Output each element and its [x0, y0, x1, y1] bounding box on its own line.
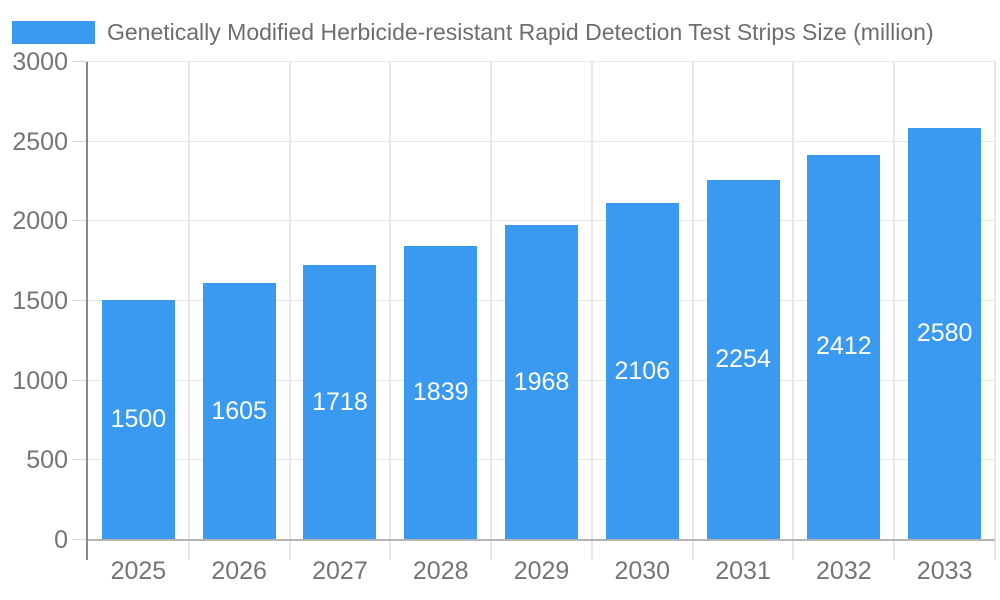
legend-label: Genetically Modified Herbicide-resistant… [107, 18, 934, 45]
y-tick-mark [72, 140, 88, 142]
y-tick-label: 0 [54, 526, 68, 554]
y-tick-mark [72, 220, 88, 222]
bar-value-label: 2580 [916, 318, 973, 347]
y-tick-label: 2000 [12, 207, 68, 236]
bar-value-label: 1605 [211, 396, 267, 425]
gridline-y [88, 140, 995, 142]
bar-value-label: 1718 [312, 387, 368, 416]
gridline-x [590, 62, 593, 560]
bar-2032[interactable]: 2412 [807, 154, 881, 539]
bar-value-label: 1839 [412, 378, 469, 406]
bar-2029[interactable]: 1968 [505, 225, 578, 539]
bar-value-label: 1500 [110, 405, 167, 433]
bar-value-label: 2412 [816, 332, 872, 361]
bar-2031[interactable]: 2254 [706, 179, 780, 539]
y-tick-label: 2500 [12, 127, 68, 156]
x-tick-label: 2032 [816, 557, 872, 585]
x-axis-labels: 2025 2026 2027 2028 2029 2030 2031 2032 2033 [88, 556, 995, 588]
bar-2028[interactable]: 1839 [404, 246, 478, 539]
x-axis-line [88, 539, 995, 541]
gridline-x [792, 62, 795, 560]
bar-2030[interactable]: 2106 [605, 203, 679, 539]
x-tick-label: 2027 [312, 557, 368, 585]
plot-area: 1500 1605 1718 1839 1968 2106 2254 2412 2580 [72, 61, 996, 560]
x-tick-label: 2029 [513, 557, 570, 585]
y-tick-mark [72, 300, 88, 301]
gridline-x [691, 62, 694, 560]
gridline-x [893, 62, 896, 560]
gridline-x [187, 62, 190, 560]
gridline-x [490, 62, 493, 560]
y-tick-label: 1000 [12, 366, 68, 395]
y-axis-labels: 0 500 1000 1500 2000 2500 3000 [0, 48, 68, 554]
x-tick-label: 2028 [412, 557, 469, 585]
y-tick-mark [72, 61, 88, 62]
bar-2026[interactable]: 1605 [202, 283, 276, 539]
bar-2025[interactable]: 1500 [101, 300, 175, 539]
bar-2027[interactable]: 1718 [303, 265, 377, 539]
y-tick-mark [72, 539, 88, 540]
x-tick-label: 2031 [715, 557, 771, 585]
bar-value-label: 1968 [513, 367, 570, 396]
legend-swatch [12, 20, 95, 44]
gridline-y [88, 220, 995, 222]
y-tick-label: 500 [26, 446, 68, 475]
y-tick-mark [72, 379, 88, 381]
bar-2033[interactable]: 2580 [908, 127, 982, 539]
y-tick-mark [72, 459, 88, 461]
gridline-x [994, 62, 996, 560]
bar-value-label: 2254 [715, 344, 771, 373]
bar-value-label: 2106 [614, 356, 671, 385]
gridline-x [389, 62, 392, 560]
y-tick-label: 3000 [12, 48, 68, 76]
gridline-x [288, 62, 291, 560]
legend: Genetically Modified Herbicide-resistant… [12, 18, 934, 46]
x-tick-label: 2026 [211, 557, 267, 585]
gridline-y [88, 61, 995, 62]
x-tick-label: 2025 [110, 557, 167, 585]
x-tick-label: 2030 [614, 557, 671, 585]
y-axis-line [86, 62, 88, 560]
x-tick-label: 2033 [916, 557, 973, 585]
y-tick-label: 1500 [12, 287, 68, 315]
